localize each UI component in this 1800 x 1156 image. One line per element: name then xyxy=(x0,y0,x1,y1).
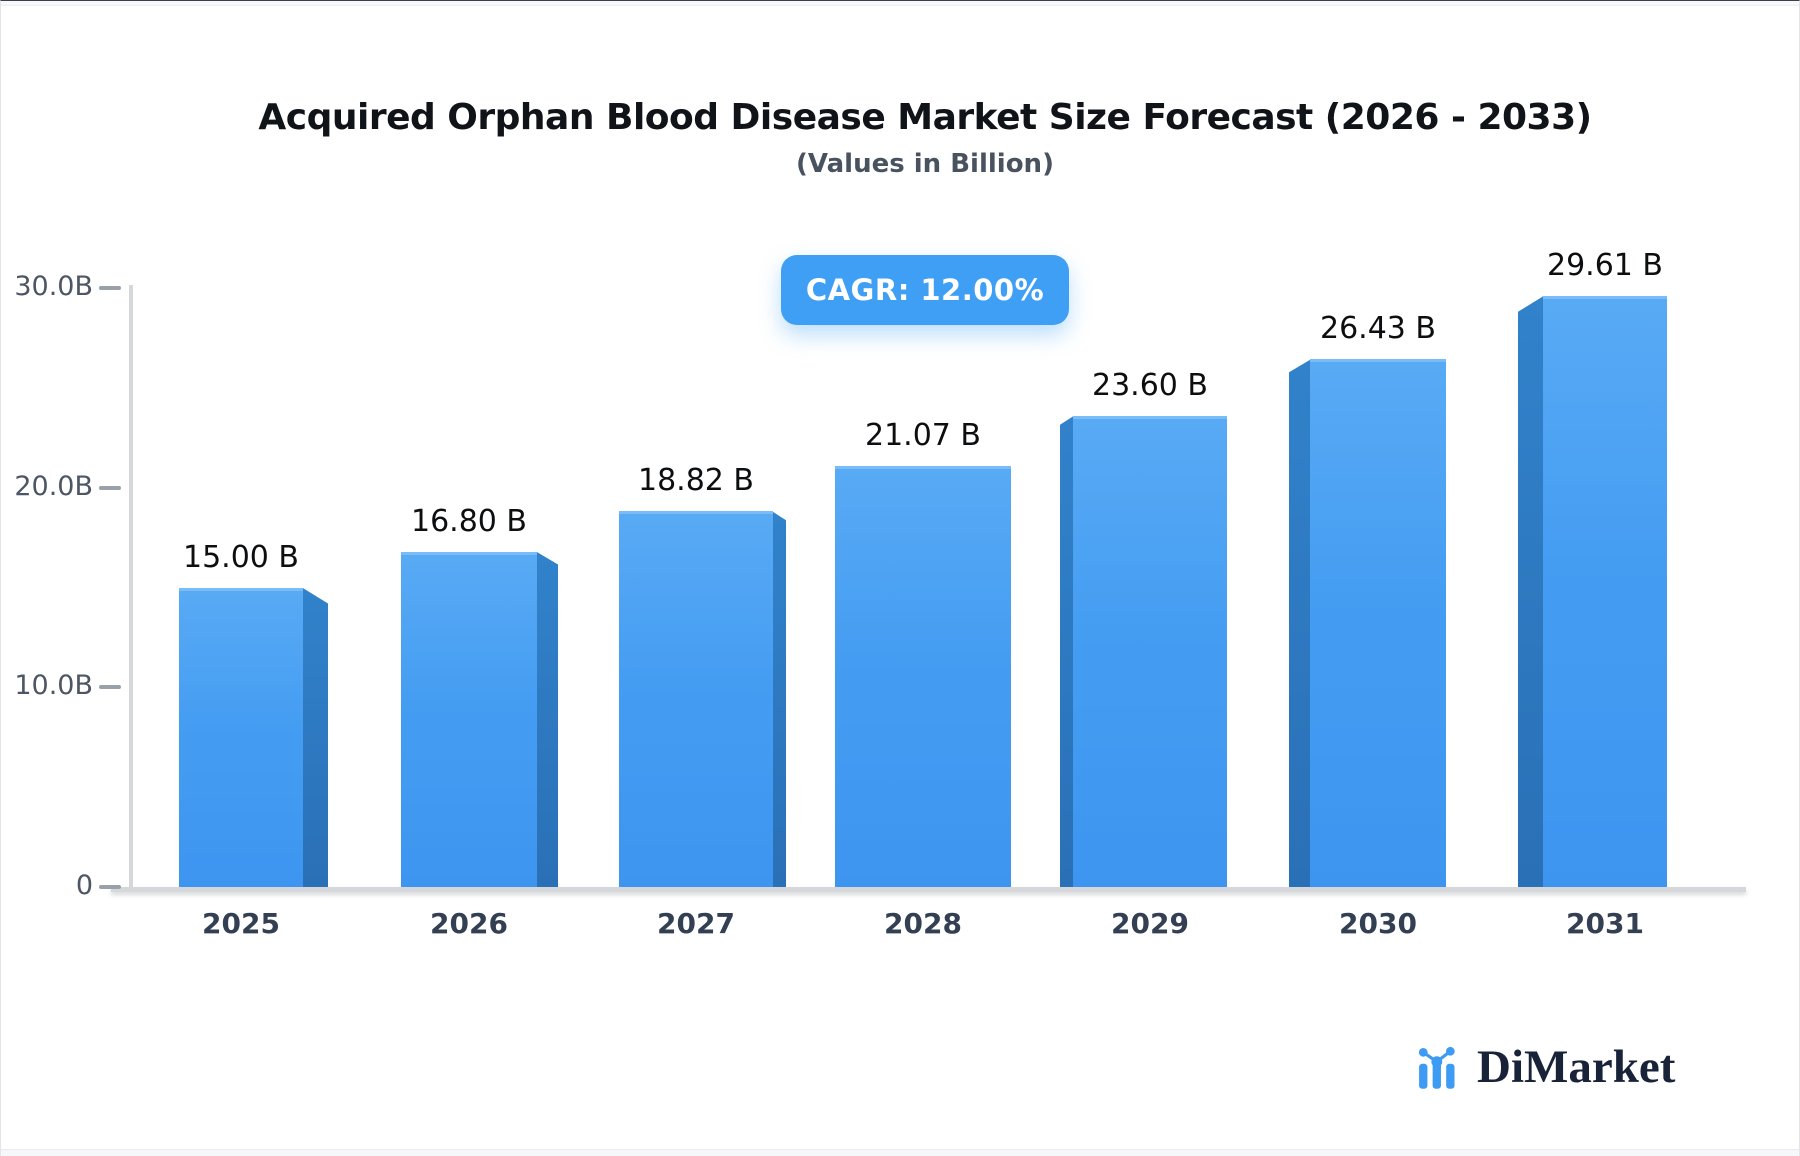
cagr-badge-label: CAGR: 12.00% xyxy=(805,273,1045,307)
bar-value-label: 16.80 B xyxy=(410,503,527,539)
bottom-edge-strip xyxy=(1,1149,1799,1156)
y-tick-dash xyxy=(99,685,121,690)
x-axis-label: 2026 xyxy=(430,907,508,940)
x-axis-label: 2027 xyxy=(657,907,735,940)
chart-subtitle: (Values in Billion) xyxy=(796,149,1054,179)
y-tick-label: 0 xyxy=(75,870,93,901)
bar-2030 xyxy=(1310,359,1446,887)
bar-value-label: 29.61 B xyxy=(1546,247,1663,283)
top-edge-strip xyxy=(1,1,1799,6)
cagr-badge: CAGR: 12.00% xyxy=(781,255,1069,325)
x-axis-label: 2031 xyxy=(1566,907,1644,940)
bar-line-chart-icon xyxy=(1418,1046,1455,1089)
bar-2029 xyxy=(1073,415,1227,887)
y-tick-label: 10.0B xyxy=(14,670,93,702)
bar-2025 xyxy=(179,587,303,887)
bar-value-label: 18.82 B xyxy=(637,463,754,499)
bar-2030-3d-side xyxy=(1289,359,1311,887)
y-tick-label: 30.0B xyxy=(14,271,93,302)
y-tick-label: 20.0B xyxy=(14,470,93,502)
y-tick-dash xyxy=(99,885,121,889)
bar-2026-3d-side xyxy=(536,551,558,887)
y-tick-dash xyxy=(99,485,121,490)
bar-2029-3d-side xyxy=(1060,415,1074,887)
x-axis-label: 2025 xyxy=(202,907,280,940)
bar-2028 xyxy=(835,466,1011,887)
dimarket-logo: DiMarket xyxy=(1417,1043,1675,1095)
y-tick-dash xyxy=(99,286,121,290)
x-axis-label: 2030 xyxy=(1339,907,1417,940)
logo-text: DiMarket xyxy=(1477,1040,1676,1093)
y-axis-line xyxy=(129,285,133,888)
bar-value-label: 21.07 B xyxy=(864,418,981,454)
bar-value-label: 23.60 B xyxy=(1091,367,1208,403)
x-axis-baseline xyxy=(111,887,1746,892)
bar-2031-3d-side xyxy=(1518,295,1544,887)
bar-2031 xyxy=(1543,295,1667,887)
bar-value-label: 15.00 B xyxy=(182,539,299,575)
x-axis-label: 2029 xyxy=(1111,907,1189,940)
bar-2027 xyxy=(619,511,773,887)
chart-title: Acquired Orphan Blood Disease Market Siz… xyxy=(258,97,1592,138)
bar-value-label: 26.43 B xyxy=(1319,311,1436,347)
bar-2027-3d-side xyxy=(772,511,786,887)
x-axis-label: 2028 xyxy=(884,907,962,940)
bar-2026 xyxy=(401,551,537,887)
bar-2025-3d-side xyxy=(302,587,328,887)
